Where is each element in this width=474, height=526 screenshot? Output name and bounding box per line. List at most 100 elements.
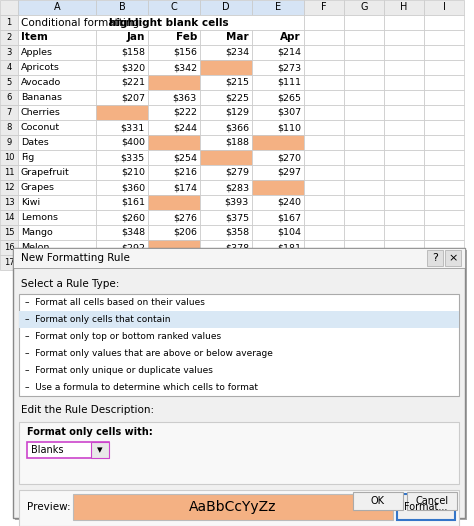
Bar bbox=[200, 240, 252, 255]
Bar bbox=[304, 150, 344, 165]
Bar bbox=[384, 75, 424, 90]
Text: 10: 10 bbox=[4, 153, 14, 162]
Bar bbox=[344, 180, 384, 195]
Text: $279: $279 bbox=[225, 168, 249, 177]
Bar bbox=[200, 60, 252, 75]
Bar bbox=[252, 210, 304, 225]
Bar bbox=[200, 105, 252, 120]
Bar bbox=[19, 490, 459, 526]
Text: 2: 2 bbox=[6, 33, 12, 42]
Bar bbox=[252, 75, 304, 90]
Bar bbox=[384, 255, 424, 270]
Text: B: B bbox=[118, 3, 126, 13]
Bar bbox=[200, 120, 252, 135]
Text: ×: × bbox=[448, 253, 458, 263]
Bar bbox=[148, 225, 200, 240]
Text: Format only cells with:: Format only cells with: bbox=[27, 427, 153, 437]
Bar bbox=[18, 120, 96, 135]
Bar bbox=[18, 15, 304, 30]
Text: $400: $400 bbox=[121, 138, 145, 147]
Text: $207: $207 bbox=[121, 93, 145, 102]
Bar bbox=[344, 150, 384, 165]
Bar bbox=[252, 30, 304, 45]
Bar bbox=[252, 120, 304, 135]
Bar bbox=[344, 210, 384, 225]
Text: $360: $360 bbox=[121, 183, 145, 192]
Text: Cherries: Cherries bbox=[21, 108, 61, 117]
Bar bbox=[91, 442, 109, 458]
Bar bbox=[384, 195, 424, 210]
Bar bbox=[0, 15, 18, 30]
Bar bbox=[252, 255, 304, 270]
Text: Mango: Mango bbox=[21, 228, 53, 237]
Bar bbox=[200, 165, 252, 180]
Bar bbox=[252, 150, 304, 165]
Text: $221: $221 bbox=[121, 78, 145, 87]
Bar bbox=[304, 60, 344, 75]
Text: Dates: Dates bbox=[21, 138, 49, 147]
Bar bbox=[304, 225, 344, 240]
Bar bbox=[18, 90, 96, 105]
Text: 16: 16 bbox=[4, 243, 14, 252]
Text: Fig: Fig bbox=[21, 153, 34, 162]
Bar bbox=[252, 90, 304, 105]
Text: $307: $307 bbox=[277, 108, 301, 117]
Bar bbox=[344, 240, 384, 255]
Bar bbox=[304, 180, 344, 195]
Text: Format...: Format... bbox=[404, 502, 447, 512]
Text: $260: $260 bbox=[121, 213, 145, 222]
Bar bbox=[0, 255, 18, 270]
Bar bbox=[344, 15, 384, 30]
Bar bbox=[424, 255, 464, 270]
Bar bbox=[148, 150, 200, 165]
Bar bbox=[304, 15, 344, 30]
Bar bbox=[0, 0, 18, 15]
Text: $297: $297 bbox=[277, 168, 301, 177]
Text: –  Use a formula to determine which cells to format: – Use a formula to determine which cells… bbox=[25, 383, 258, 392]
Bar bbox=[304, 165, 344, 180]
Bar bbox=[384, 210, 424, 225]
Bar bbox=[304, 255, 344, 270]
Bar bbox=[0, 75, 18, 90]
Bar bbox=[18, 0, 96, 15]
Bar bbox=[252, 60, 304, 75]
Bar bbox=[96, 75, 148, 90]
Bar bbox=[148, 75, 200, 90]
Text: $320: $320 bbox=[121, 63, 145, 72]
Text: C: C bbox=[171, 3, 177, 13]
Text: $375: $375 bbox=[225, 213, 249, 222]
Bar bbox=[200, 210, 252, 225]
Text: $244: $244 bbox=[173, 123, 197, 132]
Text: $214: $214 bbox=[277, 48, 301, 57]
Bar bbox=[0, 195, 18, 210]
Bar bbox=[148, 210, 200, 225]
Bar bbox=[18, 195, 96, 210]
Text: Item: Item bbox=[21, 33, 48, 43]
Bar bbox=[0, 120, 18, 135]
Text: $276: $276 bbox=[173, 213, 197, 222]
Bar bbox=[18, 75, 96, 90]
Text: OK: OK bbox=[371, 496, 385, 506]
Text: $283: $283 bbox=[225, 183, 249, 192]
Text: Grapefruit: Grapefruit bbox=[21, 168, 70, 177]
Bar bbox=[96, 60, 148, 75]
Bar bbox=[0, 135, 18, 150]
Bar bbox=[344, 0, 384, 15]
Bar bbox=[73, 494, 393, 520]
Bar bbox=[148, 45, 200, 60]
Bar bbox=[18, 150, 96, 165]
Bar bbox=[18, 255, 96, 270]
Text: $110: $110 bbox=[277, 123, 301, 132]
Bar bbox=[384, 225, 424, 240]
Bar bbox=[200, 30, 252, 45]
Bar bbox=[0, 150, 18, 165]
Text: I: I bbox=[443, 3, 446, 13]
Bar bbox=[148, 90, 200, 105]
Bar bbox=[304, 135, 344, 150]
Bar bbox=[200, 0, 252, 15]
Bar bbox=[19, 422, 459, 484]
Bar bbox=[18, 240, 96, 255]
Text: $222: $222 bbox=[173, 108, 197, 117]
Text: 7: 7 bbox=[6, 108, 12, 117]
Text: ?: ? bbox=[432, 253, 438, 263]
